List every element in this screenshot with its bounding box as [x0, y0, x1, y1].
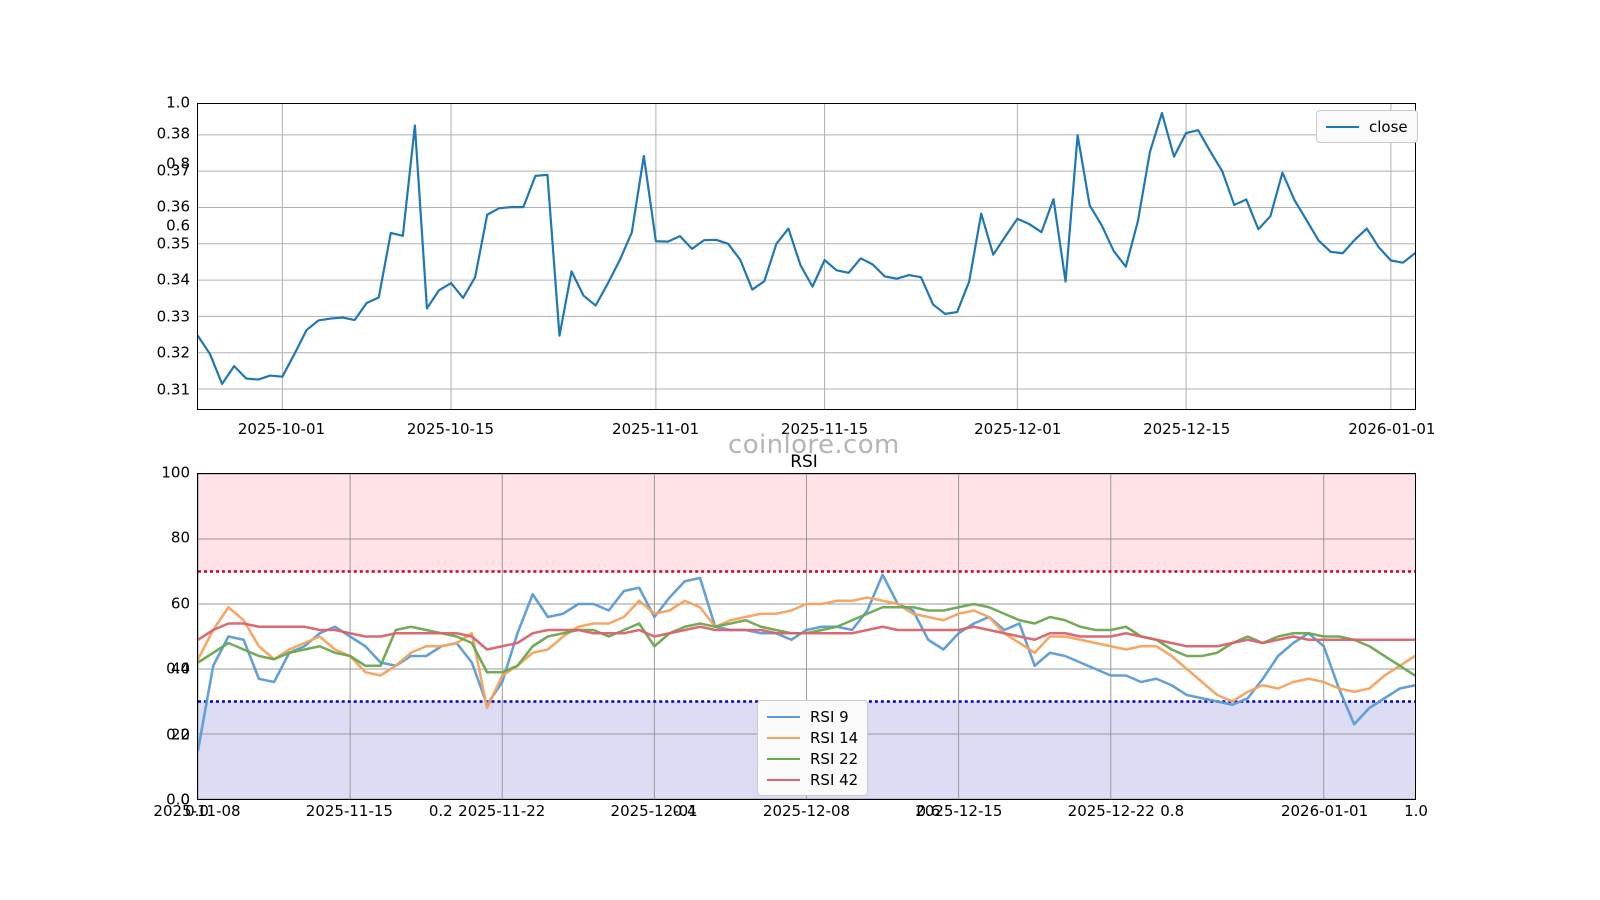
legend-label-rsi-14: RSI 14: [810, 728, 859, 747]
legend-label-rsi-42: RSI 42: [810, 770, 859, 789]
legend-item-rsi-14: RSI 14: [767, 727, 858, 748]
price-legend: close: [1316, 110, 1418, 143]
watermark: coinlore.com: [728, 430, 900, 460]
legend-line-icon-rsi-9: [767, 715, 800, 718]
rsi-chart-panel: [197, 473, 1416, 800]
rsi-chart-title: RSI: [790, 452, 818, 472]
rsi-legend: RSI 9 RSI 14 RSI 22 RSI 42: [757, 700, 869, 796]
price-chart-panel: [197, 103, 1416, 410]
legend-item-rsi-22: RSI 22: [767, 748, 858, 769]
legend-label-rsi-22: RSI 22: [810, 749, 859, 768]
legend-line-icon-close: [1326, 125, 1359, 128]
legend-line-icon-rsi-14: [767, 736, 800, 739]
legend-line-icon-rsi-42: [767, 778, 800, 781]
legend-item-close: close: [1326, 116, 1408, 137]
legend-item-rsi-42: RSI 42: [767, 769, 858, 790]
price-plot-area: [198, 104, 1415, 409]
legend-label-rsi-9: RSI 9: [810, 707, 849, 726]
legend-line-icon-rsi-22: [767, 757, 800, 760]
legend-label-close: close: [1369, 117, 1408, 136]
legend-item-rsi-9: RSI 9: [767, 706, 858, 727]
